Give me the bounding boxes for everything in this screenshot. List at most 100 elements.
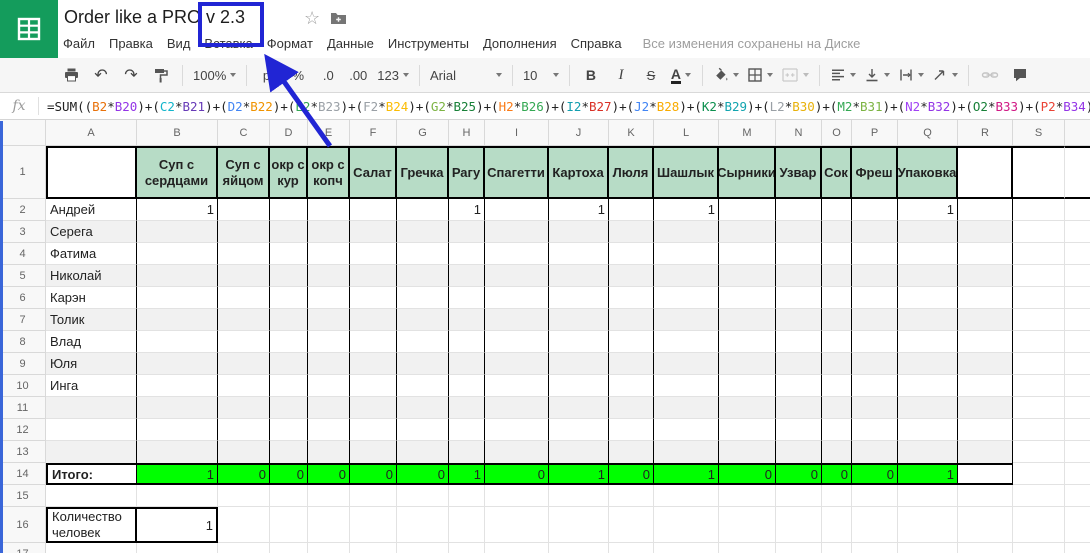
sheets-logo[interactable] xyxy=(0,0,58,58)
increase-decimal-button[interactable]: .00 xyxy=(349,67,368,83)
cell-G6[interactable] xyxy=(397,287,449,309)
cell-M3[interactable] xyxy=(719,221,776,243)
member-name-A3[interactable]: Серега xyxy=(46,221,137,243)
product-header-L1[interactable]: Шашлык xyxy=(654,146,719,199)
cell-C9[interactable] xyxy=(218,353,270,375)
insert-comment-button[interactable] xyxy=(1005,63,1035,87)
product-header-H1[interactable]: Рагу xyxy=(449,146,485,199)
cell-I4[interactable] xyxy=(485,243,549,265)
cell-K6[interactable] xyxy=(609,287,654,309)
cell-A1[interactable] xyxy=(46,146,137,199)
cell-D6[interactable] xyxy=(270,287,308,309)
cell-K11[interactable] xyxy=(609,397,654,419)
product-header-E1[interactable]: окр с копч xyxy=(308,146,350,199)
total-cell-F14[interactable]: 0 xyxy=(350,463,397,485)
total-cell-K14[interactable]: 0 xyxy=(609,463,654,485)
column-header-E[interactable]: E xyxy=(308,120,350,146)
cell-R15[interactable] xyxy=(958,485,1013,507)
cell-S6[interactable] xyxy=(1013,287,1065,309)
cell-J13[interactable] xyxy=(549,441,609,463)
cell-S13[interactable] xyxy=(1013,441,1065,463)
cell-H8[interactable] xyxy=(449,331,485,353)
cell-B10[interactable] xyxy=(137,375,218,397)
cell-C3[interactable] xyxy=(218,221,270,243)
cell-E10[interactable] xyxy=(308,375,350,397)
menu-item-данные[interactable]: Данные xyxy=(326,36,374,51)
cell-N2[interactable] xyxy=(776,199,822,221)
cell-O11[interactable] xyxy=(822,397,852,419)
total-cell-Q14[interactable]: 1 xyxy=(898,463,958,485)
cell-J10[interactable] xyxy=(549,375,609,397)
cell-M12[interactable] xyxy=(719,419,776,441)
cell-P5[interactable] xyxy=(852,265,898,287)
cell-J8[interactable] xyxy=(549,331,609,353)
cell-G11[interactable] xyxy=(397,397,449,419)
cell-O3[interactable] xyxy=(822,221,852,243)
cell-M11[interactable] xyxy=(719,397,776,419)
total-cell-H14[interactable]: 1 xyxy=(449,463,485,485)
column-header-A[interactable]: A xyxy=(46,120,137,146)
cell-C7[interactable] xyxy=(218,309,270,331)
total-cell-D14[interactable]: 0 xyxy=(270,463,308,485)
cell-K9[interactable] xyxy=(609,353,654,375)
cell-M2[interactable] xyxy=(719,199,776,221)
cell-H10[interactable] xyxy=(449,375,485,397)
cell-Q6[interactable] xyxy=(898,287,958,309)
cell-P7[interactable] xyxy=(852,309,898,331)
row-number-16[interactable]: 16 xyxy=(0,507,46,543)
cell-F16[interactable] xyxy=(350,507,397,543)
cell-A17[interactable] xyxy=(46,543,137,553)
cell-J9[interactable] xyxy=(549,353,609,375)
cell-F2[interactable] xyxy=(350,199,397,221)
row-number-13[interactable]: 13 xyxy=(0,441,46,463)
cell-E3[interactable] xyxy=(308,221,350,243)
cell-T4[interactable] xyxy=(1065,243,1090,265)
total-cell-E14[interactable]: 0 xyxy=(308,463,350,485)
paint-format-button[interactable] xyxy=(146,63,176,87)
cell-H3[interactable] xyxy=(449,221,485,243)
cell-Q4[interactable] xyxy=(898,243,958,265)
cell-N13[interactable] xyxy=(776,441,822,463)
cell-A12[interactable] xyxy=(46,419,137,441)
cell-R2[interactable] xyxy=(958,199,1013,221)
cell-P8[interactable] xyxy=(852,331,898,353)
decrease-decimal-button[interactable]: .0 xyxy=(322,67,334,83)
cell-N10[interactable] xyxy=(776,375,822,397)
cell-O2[interactable] xyxy=(822,199,852,221)
select-all-corner[interactable] xyxy=(0,120,46,146)
product-header-N1[interactable]: Узвар xyxy=(776,146,822,199)
cell-S5[interactable] xyxy=(1013,265,1065,287)
cell-T1[interactable] xyxy=(1065,146,1090,199)
row-number-5[interactable]: 5 xyxy=(0,265,46,287)
cell-I16[interactable] xyxy=(485,507,549,543)
cell-H13[interactable] xyxy=(449,441,485,463)
cell-O8[interactable] xyxy=(822,331,852,353)
strikethrough-button[interactable]: S xyxy=(636,63,666,87)
cell-N15[interactable] xyxy=(776,485,822,507)
bold-button[interactable]: B xyxy=(576,63,606,87)
cell-I12[interactable] xyxy=(485,419,549,441)
column-header-L[interactable]: L xyxy=(654,120,719,146)
cell-E16[interactable] xyxy=(308,507,350,543)
cell-F10[interactable] xyxy=(350,375,397,397)
redo-button[interactable]: ↷ xyxy=(116,63,146,87)
row-number-7[interactable]: 7 xyxy=(0,309,46,331)
column-header-B[interactable]: B xyxy=(137,120,218,146)
cell-C13[interactable] xyxy=(218,441,270,463)
print-button[interactable] xyxy=(56,63,86,87)
cell-R14[interactable] xyxy=(958,463,1013,485)
fill-color-button[interactable] xyxy=(709,63,743,87)
cell-L17[interactable] xyxy=(654,543,719,553)
cell-I5[interactable] xyxy=(485,265,549,287)
row-number-10[interactable]: 10 xyxy=(0,375,46,397)
cell-E11[interactable] xyxy=(308,397,350,419)
cell-T15[interactable] xyxy=(1065,485,1090,507)
cell-J7[interactable] xyxy=(549,309,609,331)
formula-input[interactable]: =SUM((B2*B20)+(C2*B21)+(D2*B22)+(E2*B23)… xyxy=(39,99,1090,114)
row-number-3[interactable]: 3 xyxy=(0,221,46,243)
cell-F5[interactable] xyxy=(350,265,397,287)
cell-T7[interactable] xyxy=(1065,309,1090,331)
cell-P9[interactable] xyxy=(852,353,898,375)
cell-D11[interactable] xyxy=(270,397,308,419)
cell-H2[interactable]: 1 xyxy=(449,199,485,221)
